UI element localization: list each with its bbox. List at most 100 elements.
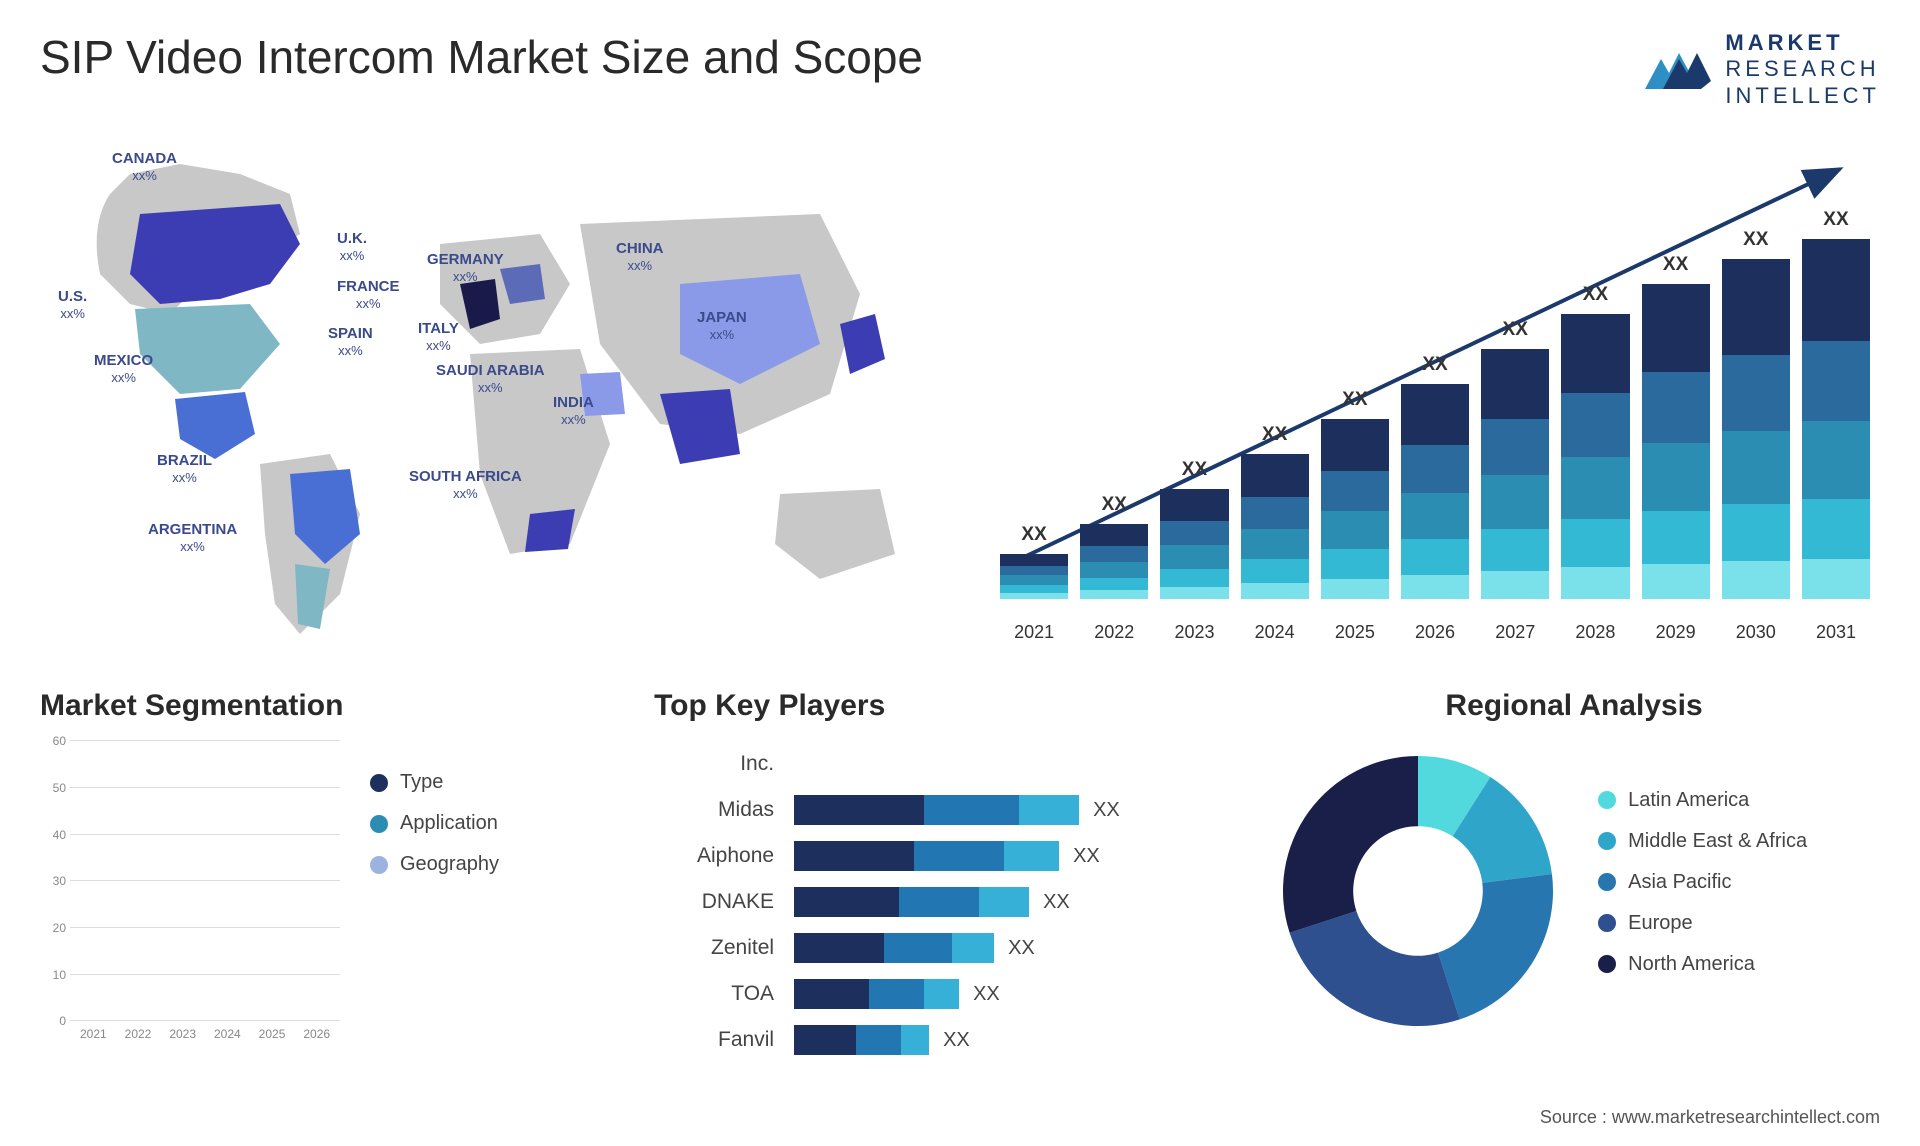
player-name: Fanvil bbox=[654, 1017, 774, 1063]
map-label-argentina: ARGENTINAxx% bbox=[148, 521, 237, 555]
player-bar-row: XX bbox=[794, 925, 1238, 971]
regional-legend-item: Middle East & Africa bbox=[1598, 830, 1880, 853]
segmentation-chart: 0102030405060 202120222023202420252026 bbox=[40, 741, 340, 1051]
growth-year-label: 2025 bbox=[1321, 622, 1389, 643]
seg-legend-item: Type bbox=[370, 771, 624, 794]
seg-year-label: 2026 bbox=[297, 1021, 336, 1051]
map-label-mexico: MEXICOxx% bbox=[94, 352, 153, 386]
player-value: XX bbox=[973, 983, 1000, 1006]
page-title: SIP Video Intercom Market Size and Scope bbox=[40, 30, 923, 84]
seg-year-label: 2023 bbox=[163, 1021, 202, 1051]
growth-year-label: 2028 bbox=[1561, 622, 1629, 643]
growth-bar-2022: XX bbox=[1080, 524, 1148, 599]
growth-year-label: 2031 bbox=[1802, 622, 1870, 643]
map-label-u-s-: U.S.xx% bbox=[58, 288, 87, 322]
region-usa bbox=[135, 304, 280, 394]
map-label-india: INDIAxx% bbox=[553, 394, 594, 428]
growth-bar-value: XX bbox=[1102, 494, 1127, 516]
player-value: XX bbox=[943, 1029, 970, 1052]
seg-legend-item: Geography bbox=[370, 853, 624, 876]
players-labels: Inc.MidasAiphoneDNAKEZenitelTOAFanvil bbox=[654, 741, 774, 1063]
regional-panel: Regional Analysis Latin America Middle Ea… bbox=[1268, 689, 1880, 1109]
growth-bar-value: XX bbox=[1422, 354, 1447, 376]
player-name: Aiphone bbox=[654, 833, 774, 879]
growth-bar-value: XX bbox=[1021, 524, 1046, 546]
map-label-germany: GERMANYxx% bbox=[427, 251, 504, 285]
growth-bar-value: XX bbox=[1743, 229, 1768, 251]
logo-text-3: INTELLECT bbox=[1725, 83, 1880, 109]
player-name: TOA bbox=[654, 971, 774, 1017]
growth-bar-value: XX bbox=[1342, 389, 1367, 411]
player-value: XX bbox=[1093, 799, 1120, 822]
map-label-canada: CANADAxx% bbox=[112, 150, 177, 184]
growth-stacked-bar-chart: XXXXXXXXXXXXXXXXXXXXXX 20212022202320242… bbox=[980, 129, 1880, 659]
players-title: Top Key Players bbox=[654, 689, 1238, 723]
growth-bar-2027: XX bbox=[1481, 349, 1549, 599]
segmentation-title: Market Segmentation bbox=[40, 689, 624, 723]
player-bar-row: XX bbox=[794, 1017, 1238, 1063]
player-bar-row: XX bbox=[794, 971, 1238, 1017]
map-label-south-africa: SOUTH AFRICAxx% bbox=[409, 468, 522, 502]
regional-legend-item: Latin America bbox=[1598, 789, 1880, 812]
donut-slice-europe bbox=[1290, 911, 1460, 1026]
player-bar-row: XX bbox=[794, 879, 1238, 925]
player-value: XX bbox=[1043, 891, 1070, 914]
region-canada bbox=[130, 204, 300, 304]
map-label-brazil: BRAZILxx% bbox=[157, 452, 212, 486]
player-name: Zenitel bbox=[654, 925, 774, 971]
segmentation-legend: Type Application Geography bbox=[370, 741, 624, 1051]
donut-slice-asia-pacific bbox=[1438, 874, 1553, 1019]
regional-legend: Latin America Middle East & Africa Asia Pa… bbox=[1598, 789, 1880, 994]
regional-legend-item: Asia Pacific bbox=[1598, 871, 1880, 894]
players-bars-chart: XXXXXXXXXXXX bbox=[794, 741, 1238, 1063]
regional-legend-item: Europe bbox=[1598, 912, 1880, 935]
source-attribution: Source : www.marketresearchintellect.com bbox=[1540, 1107, 1880, 1128]
growth-bar-2029: XX bbox=[1642, 284, 1710, 599]
player-value: XX bbox=[1008, 937, 1035, 960]
seg-year-label: 2021 bbox=[74, 1021, 113, 1051]
world-map: CANADAxx% U.S.xx% MEXICOxx% BRAZILxx% ARGENT… bbox=[40, 129, 940, 659]
brand-logo: MARKET RESEARCH INTELLECT bbox=[1643, 30, 1880, 109]
growth-bar-value: XX bbox=[1503, 319, 1528, 341]
logo-text-1: MARKET bbox=[1725, 30, 1880, 56]
logo-icon bbox=[1643, 39, 1713, 101]
regional-donut-chart bbox=[1268, 741, 1568, 1041]
growth-bar-2023: XX bbox=[1160, 489, 1228, 599]
player-bar-row: XX bbox=[794, 833, 1238, 879]
region-japan bbox=[840, 314, 885, 374]
growth-year-label: 2024 bbox=[1241, 622, 1309, 643]
map-label-japan: JAPANxx% bbox=[697, 309, 747, 343]
player-bar-row: XX bbox=[794, 787, 1238, 833]
players-pre-label: Inc. bbox=[654, 741, 774, 787]
regional-title: Regional Analysis bbox=[1268, 689, 1880, 723]
regional-legend-item: North America bbox=[1598, 953, 1880, 976]
seg-year-label: 2022 bbox=[119, 1021, 158, 1051]
map-label-china: CHINAxx% bbox=[616, 240, 664, 274]
region-south-africa bbox=[525, 509, 575, 552]
players-panel: Top Key Players Inc.MidasAiphoneDNAKEZen… bbox=[654, 689, 1238, 1109]
map-label-spain: SPAINxx% bbox=[328, 325, 373, 359]
region-india bbox=[660, 389, 740, 464]
growth-year-label: 2021 bbox=[1000, 622, 1068, 643]
map-label-italy: ITALYxx% bbox=[418, 320, 459, 354]
map-label-saudi-arabia: SAUDI ARABIAxx% bbox=[436, 362, 545, 396]
seg-legend-item: Application bbox=[370, 812, 624, 835]
growth-bar-value: XX bbox=[1182, 459, 1207, 481]
growth-bar-2025: XX bbox=[1321, 419, 1389, 599]
growth-bar-2031: XX bbox=[1802, 239, 1870, 599]
player-name: Midas bbox=[654, 787, 774, 833]
growth-year-label: 2026 bbox=[1401, 622, 1469, 643]
growth-year-label: 2023 bbox=[1160, 622, 1228, 643]
growth-bar-2030: XX bbox=[1722, 259, 1790, 599]
growth-bar-2028: XX bbox=[1561, 314, 1629, 599]
map-label-france: FRANCExx% bbox=[337, 278, 400, 312]
growth-year-label: 2029 bbox=[1642, 622, 1710, 643]
growth-bar-value: XX bbox=[1583, 284, 1608, 306]
seg-year-label: 2025 bbox=[253, 1021, 292, 1051]
region-mexico bbox=[175, 392, 255, 459]
donut-slice-north-america bbox=[1283, 756, 1418, 933]
region-australia bbox=[775, 489, 895, 579]
map-label-u-k-: U.K.xx% bbox=[337, 230, 367, 264]
growth-year-label: 2027 bbox=[1481, 622, 1549, 643]
growth-bar-2021: XX bbox=[1000, 554, 1068, 599]
